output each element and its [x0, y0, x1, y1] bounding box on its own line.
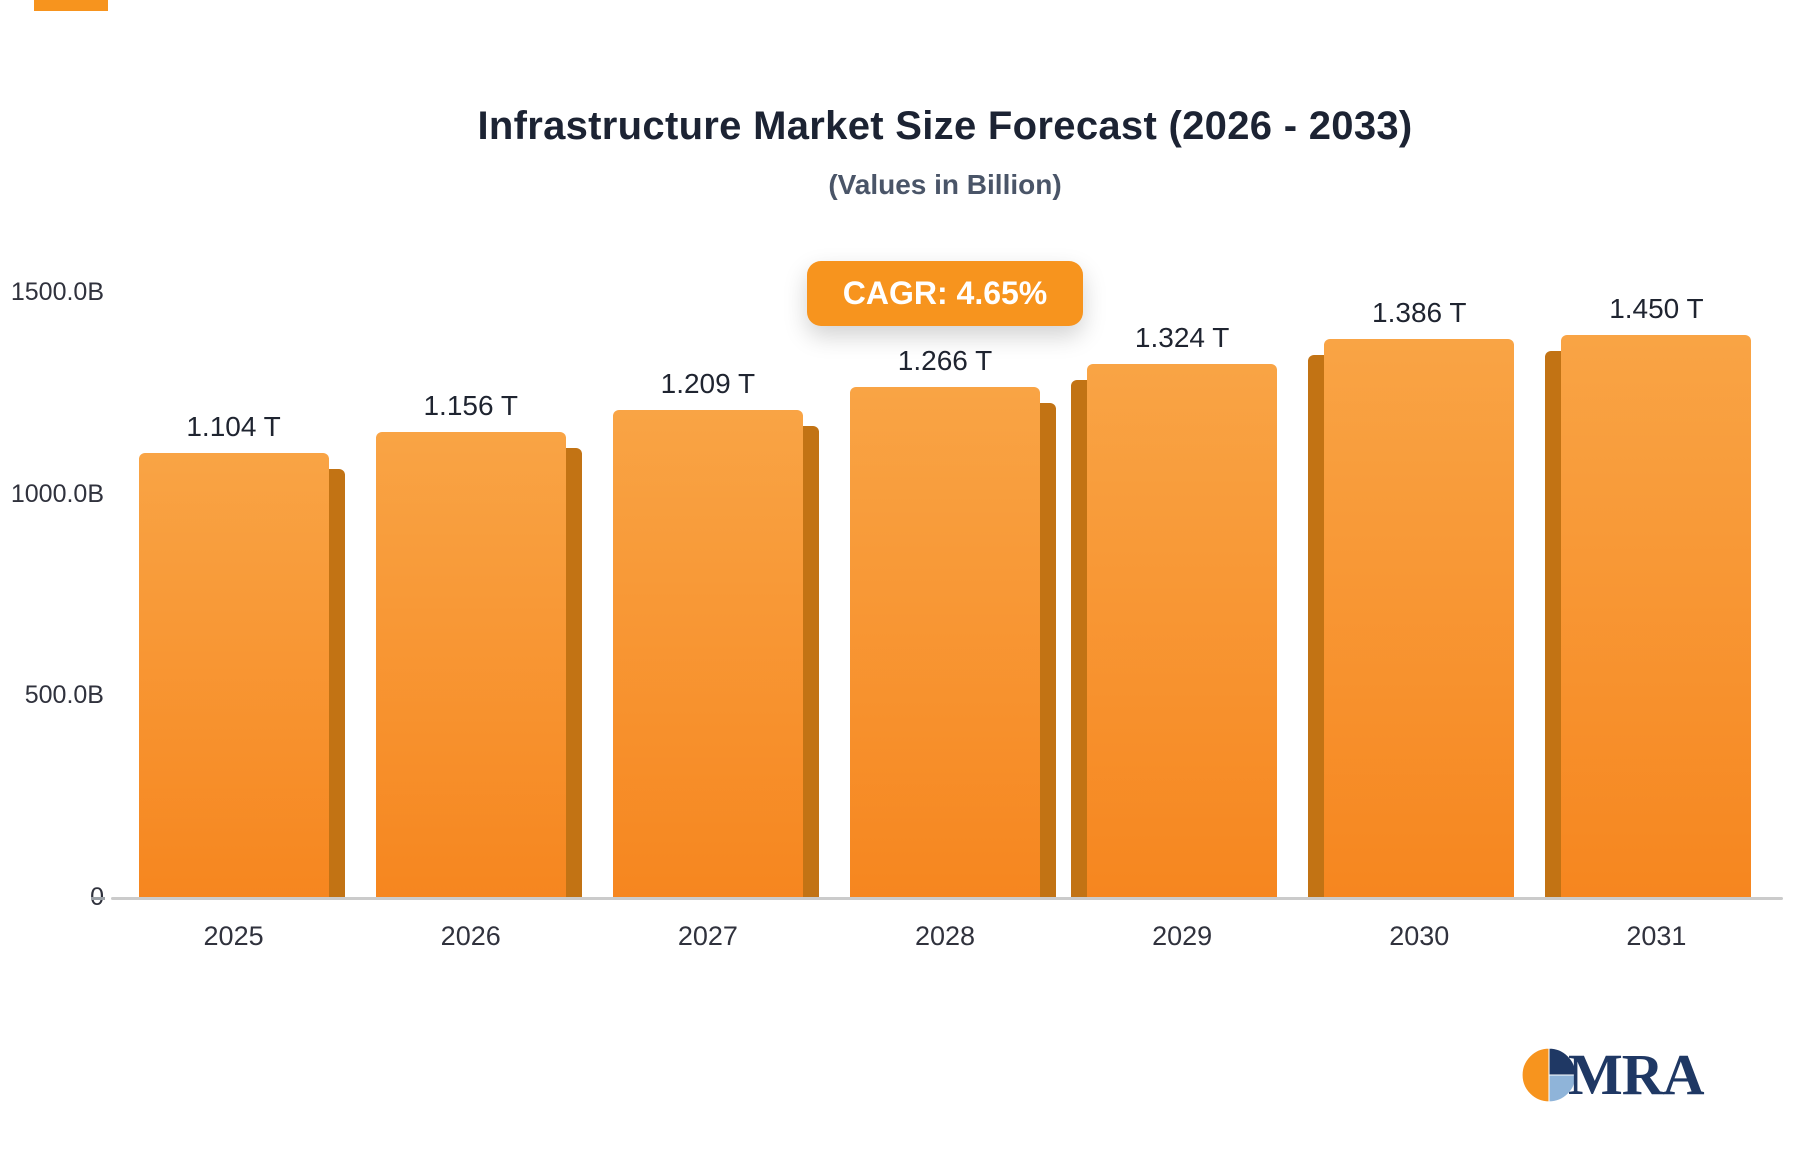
bar-group: 1.324 T 2029: [1064, 293, 1301, 951]
bar-3d-side: [1545, 351, 1562, 898]
bar[interactable]: [612, 410, 819, 898]
chart-header: Infrastructure Market Size Forecast (202…: [115, 104, 1775, 201]
top-accent-strip: [34, 0, 108, 11]
bars-row: 1.104 T 2025 1.156 T 2026 1.209 T 2027 1.266 T…: [115, 293, 1775, 951]
bar-3d-side: [1308, 355, 1325, 898]
bar-group: 1.266 T 2028: [826, 293, 1063, 951]
bar-value-label: 1.209 T: [660, 368, 756, 399]
bar-group: 1.386 T 2030: [1301, 293, 1538, 951]
zero-tick-mark: [91, 897, 105, 900]
x-axis-label: 2027: [677, 921, 738, 951]
y-axis-label: 1000.0B: [10, 480, 104, 508]
x-axis-line: [111, 897, 1783, 900]
cagr-badge: CAGR: 4.65%: [806, 261, 1084, 326]
bar-value-label: 1.104 T: [186, 411, 281, 442]
bar[interactable]: [1545, 335, 1752, 898]
y-axis-label: 1500.0B: [10, 278, 104, 306]
bar[interactable]: [1071, 364, 1278, 898]
y-axis: 1500.0B 1000.0B 500.0B 0: [0, 278, 104, 911]
bar-group: 1.209 T 2027: [589, 293, 826, 951]
bar[interactable]: [849, 387, 1056, 898]
bar-3d-side: [1071, 380, 1088, 898]
x-axis-label: 2031: [1626, 921, 1687, 951]
x-axis-label: 2029: [1152, 921, 1213, 951]
bar-value-label: 1.156 T: [423, 390, 518, 421]
x-axis-label: 2030: [1389, 921, 1450, 951]
bar-3d-side: [802, 426, 819, 898]
chart-title: Infrastructure Market Size Forecast (202…: [477, 104, 1413, 148]
y-axis-label: 0: [0, 883, 104, 912]
bar-value-label: 1.324 T: [1134, 322, 1230, 353]
brand-logo-icon: [1520, 1046, 1578, 1104]
x-axis-label: 2025: [203, 921, 264, 951]
cagr-badge-row: CAGR: 4.65%: [115, 261, 1775, 326]
x-axis-label: 2028: [914, 921, 976, 951]
bar-3d-side: [328, 469, 345, 898]
y-axis-label: 500.0B: [24, 681, 104, 709]
brand-logo: MRA: [1520, 1042, 1705, 1107]
brand-logo-text: MRA: [1568, 1042, 1705, 1107]
bar[interactable]: [138, 453, 345, 898]
bar-group: 1.156 T 2026: [352, 293, 589, 951]
x-axis-label: 2026: [440, 921, 501, 951]
bar-group: 1.450 T 2031: [1538, 293, 1775, 951]
bar-3d-side: [565, 448, 582, 898]
bar-value-label: 1.266 T: [897, 345, 993, 376]
bar-value-label: 1.386 T: [1372, 297, 1467, 328]
bar[interactable]: [375, 432, 582, 898]
bar-value-label: 1.450 T: [1609, 293, 1704, 324]
bar[interactable]: [1308, 339, 1515, 898]
bar-3d-side: [1039, 403, 1056, 898]
chart-subtitle: (Values in Billion): [828, 169, 1062, 200]
bar-group: 1.104 T 2025: [115, 293, 352, 951]
